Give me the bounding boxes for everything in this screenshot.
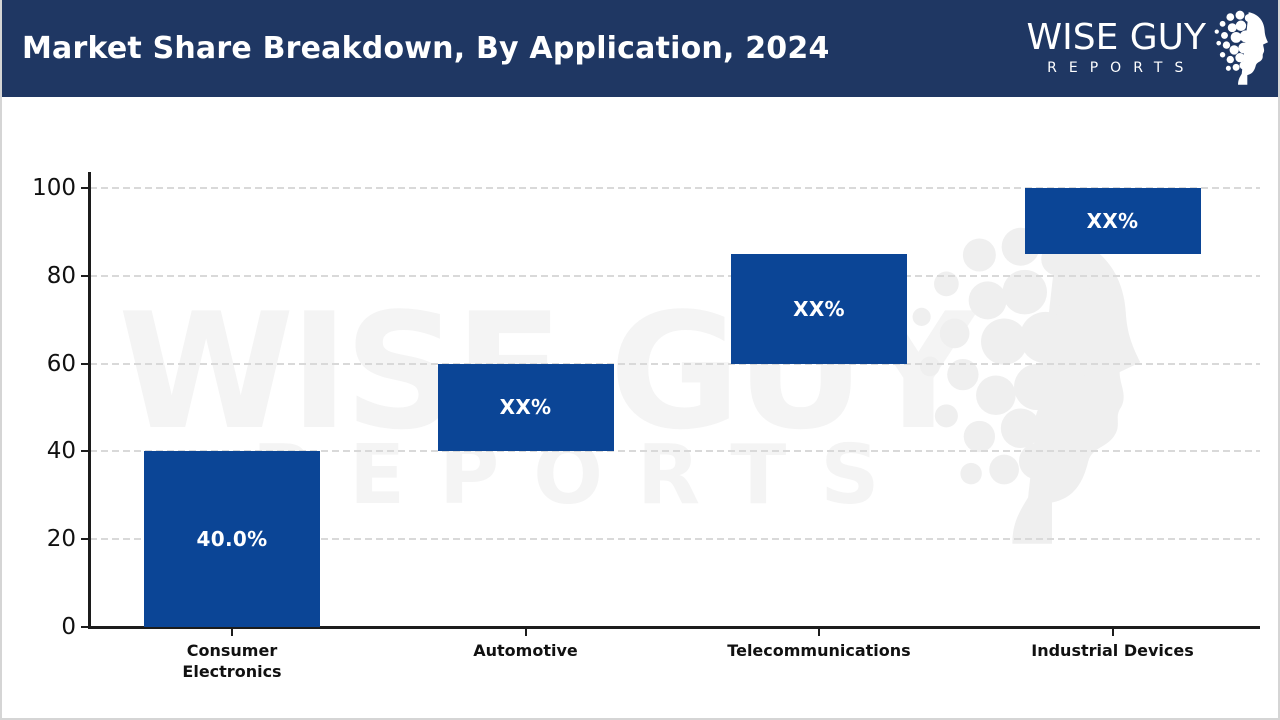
x-label-consumer-electronics: Consumer Electronics: [182, 641, 282, 682]
bar-industrial-devices: XX%: [1024, 188, 1201, 254]
y-tick-label-80: 80: [46, 262, 76, 289]
y-tick-label-100: 100: [32, 175, 76, 201]
y-tick-label-0: 0: [61, 614, 76, 640]
bar-value-label-automotive: XX%: [499, 395, 552, 420]
gridline-20: [90, 538, 1260, 541]
brand-logo-text: WISE GUY REPORTS: [1026, 17, 1207, 77]
x-label-industrial-devices: Industrial Devices: [1031, 641, 1194, 660]
gridline-60: [90, 362, 1260, 365]
y-tick-60: [81, 362, 90, 365]
bar-telecommunications: XX%: [731, 253, 907, 364]
bar-value-label-telecommunications: XX%: [793, 296, 845, 321]
y-tick-label-20: 20: [46, 526, 76, 553]
bar-value-label-industrial-devices: XX%: [1086, 208, 1139, 233]
x-axis: [88, 626, 1260, 629]
bar-value-label-consumer-electronics: 40.0%: [196, 527, 268, 552]
y-tick-0: [81, 626, 90, 628]
x-label-automotive: Automotive: [473, 641, 578, 660]
gridline-40: [90, 450, 1260, 453]
y-axis: [88, 172, 91, 629]
x-tick-industrial-devices: [1111, 628, 1114, 636]
brand-logo: WISE GUY REPORTS: [1027, 9, 1269, 87]
y-tick-40: [81, 450, 90, 453]
x-tick-consumer-electronics: [231, 628, 233, 636]
y-tick-100: [81, 187, 90, 189]
x-label-telecommunications: Telecommunications: [727, 641, 911, 660]
brand-subtext: REPORTS: [1047, 60, 1196, 76]
report-title: Market Share Breakdown, By Application, …: [22, 31, 830, 66]
bar-consumer-electronics: 40.0%: [144, 451, 320, 627]
gridline-80: [90, 274, 1260, 277]
brand-wordmark: WISE GUY: [1026, 17, 1207, 58]
x-tick-automotive: [524, 628, 527, 636]
bar-automotive: XX%: [437, 363, 614, 452]
header: Market Share Breakdown, By Application, …: [2, 0, 1278, 97]
y-tick-20: [81, 538, 90, 541]
gridline-100: [90, 187, 1260, 189]
y-tick-label-40: 40: [46, 438, 76, 465]
y-tick-80: [81, 274, 90, 277]
y-tick-label-60: 60: [46, 350, 76, 377]
x-tick-telecommunications: [818, 628, 820, 636]
